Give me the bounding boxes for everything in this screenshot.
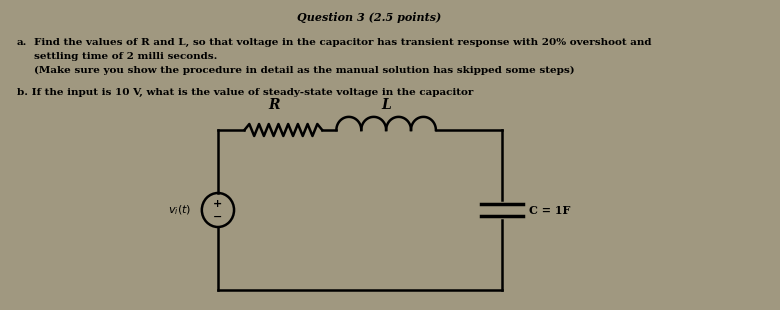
Text: +: + bbox=[213, 199, 222, 209]
Text: R: R bbox=[268, 98, 279, 112]
Text: Question 3 (2.5 points): Question 3 (2.5 points) bbox=[297, 12, 441, 23]
Text: b. If the input is 10 V, what is the value of steady-state voltage in the capaci: b. If the input is 10 V, what is the val… bbox=[17, 88, 473, 97]
Text: Find the values of R and L, so that voltage in the capacitor has transient respo: Find the values of R and L, so that volt… bbox=[34, 38, 651, 47]
Text: C = 1F: C = 1F bbox=[529, 205, 570, 215]
Text: L: L bbox=[381, 98, 391, 112]
Text: $v_i(t)$: $v_i(t)$ bbox=[168, 203, 191, 217]
Text: settling time of 2 milli seconds.: settling time of 2 milli seconds. bbox=[34, 52, 218, 61]
Text: −: − bbox=[213, 212, 222, 222]
Text: (Make sure you show the procedure in detail as the manual solution has skipped s: (Make sure you show the procedure in det… bbox=[34, 66, 575, 75]
Text: a.: a. bbox=[17, 38, 27, 47]
